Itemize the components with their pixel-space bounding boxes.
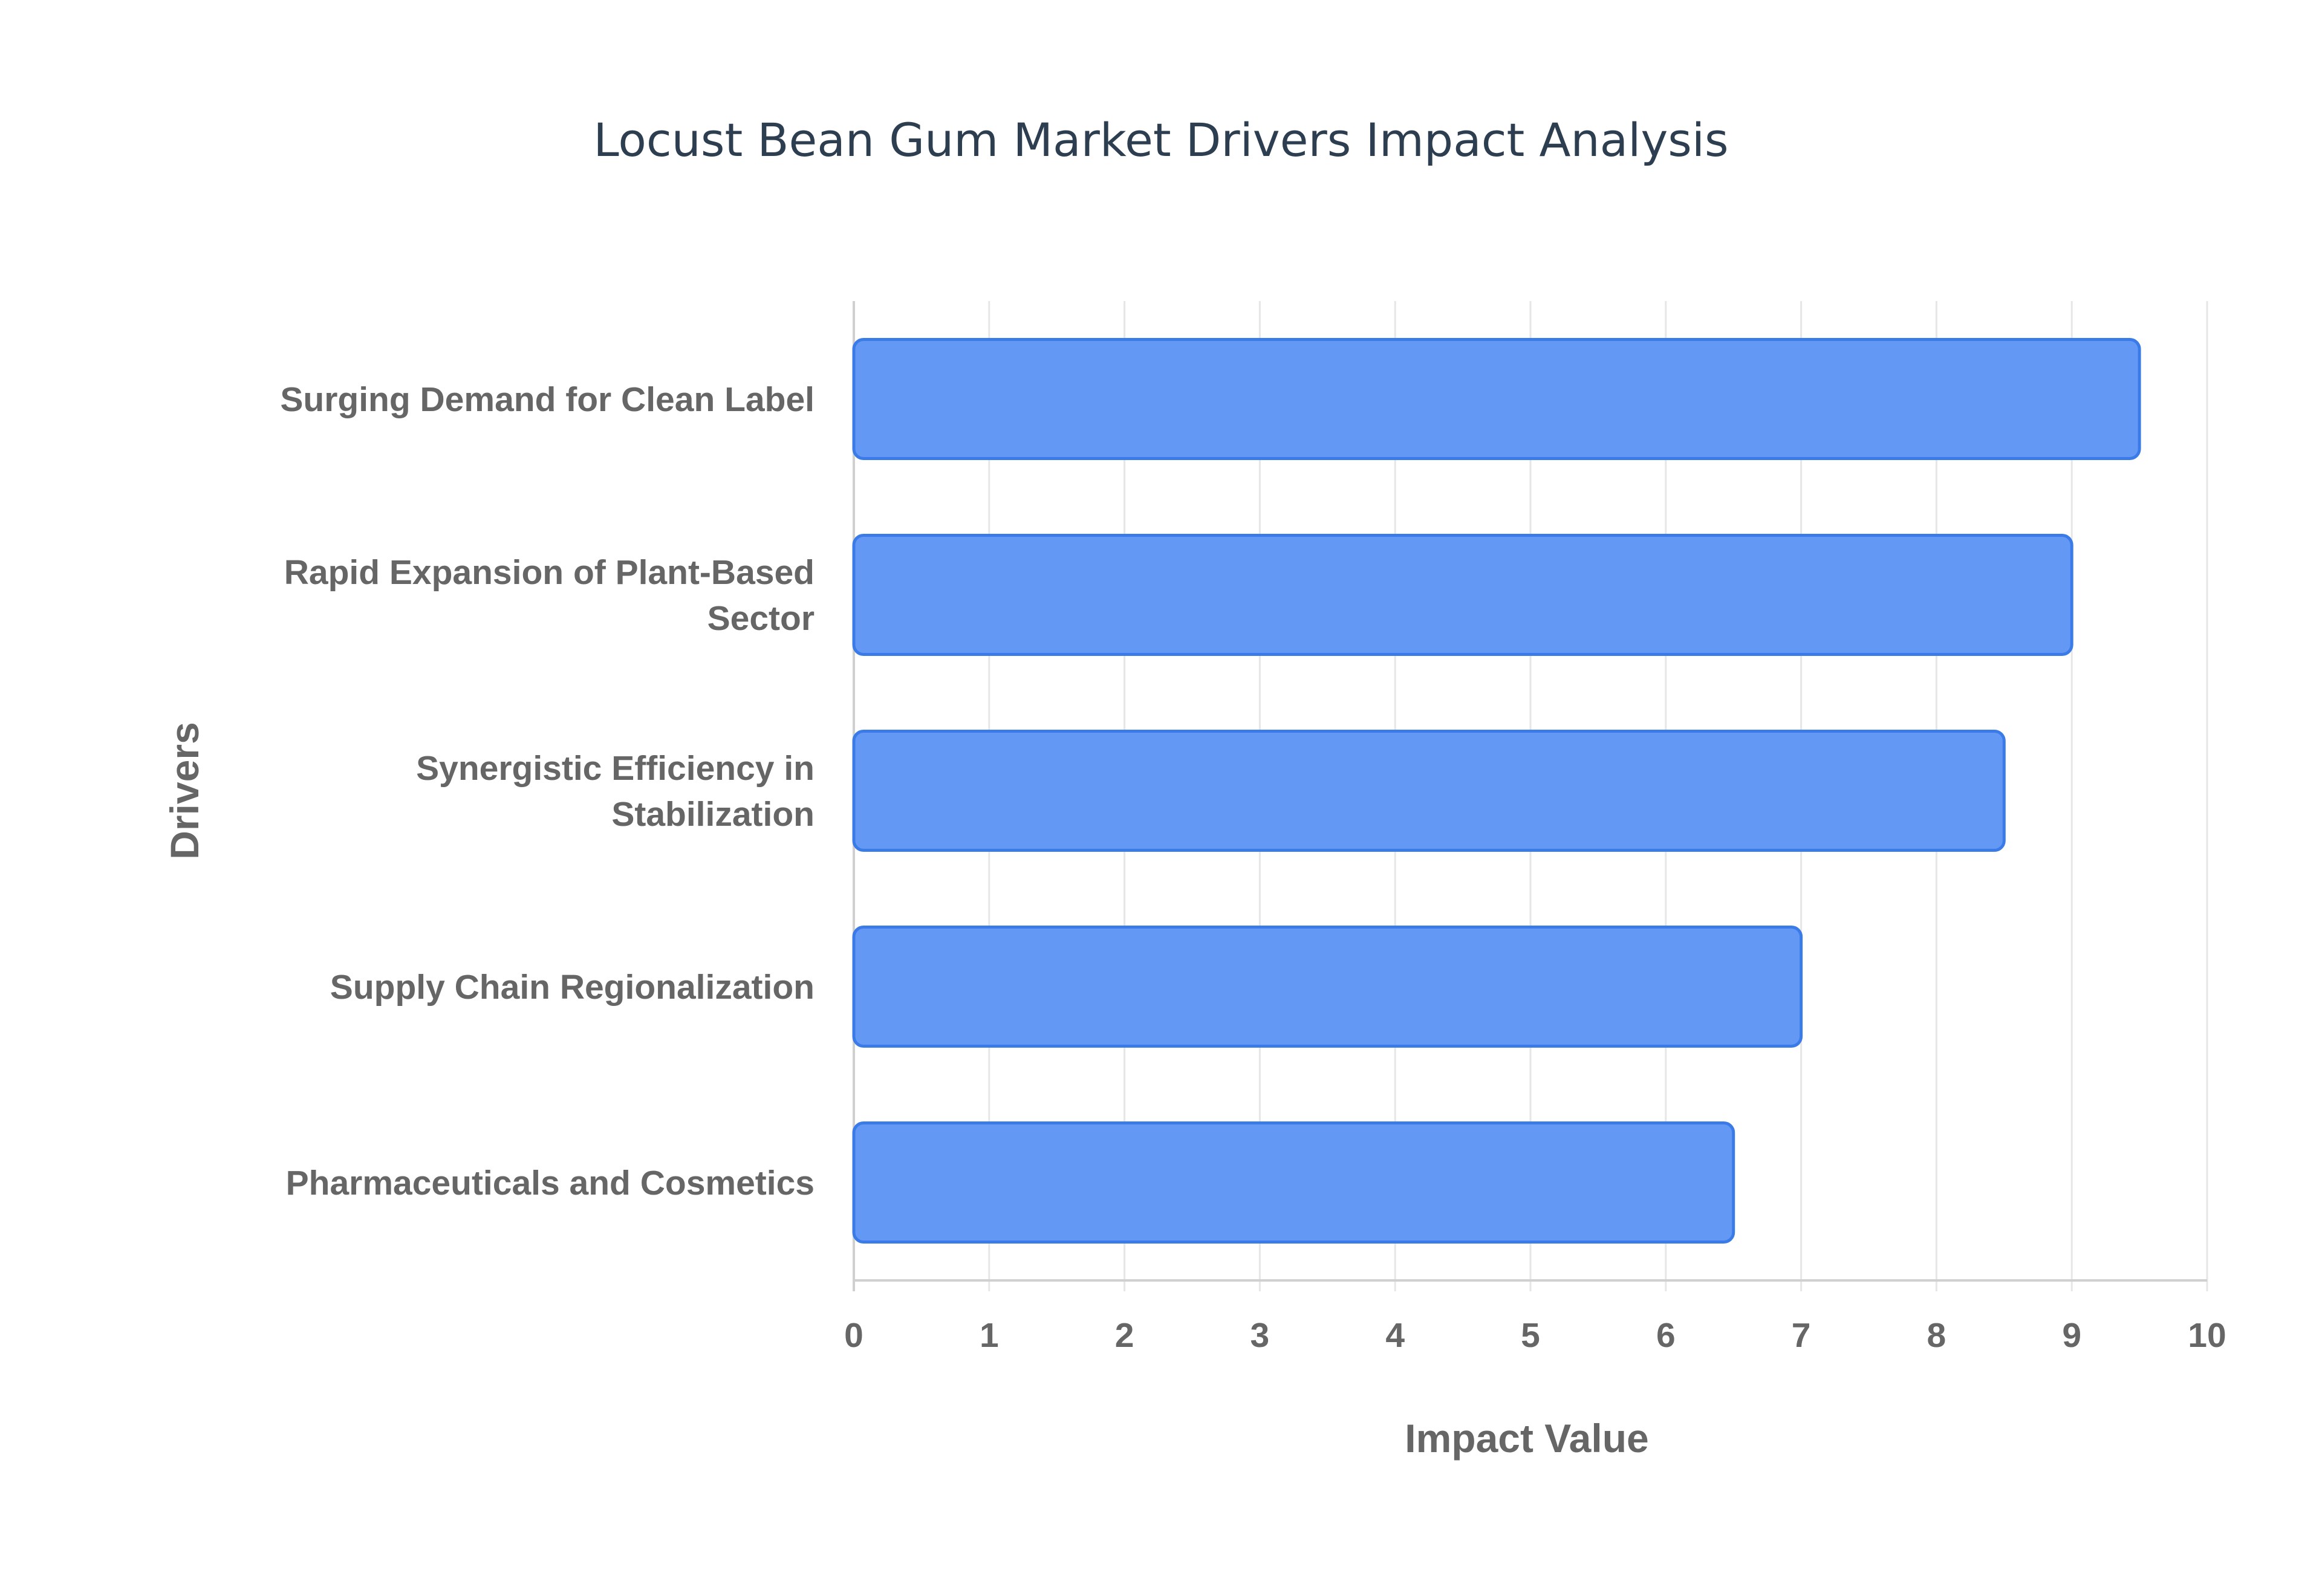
x-tick-label: 9 [2062, 1316, 2081, 1355]
x-tick-label: 1 [980, 1316, 999, 1355]
bar [852, 730, 2006, 852]
category-label: Surging Demand for Clean Label [280, 380, 815, 419]
category-label: Supply Chain Regionalization [330, 968, 815, 1007]
category-label: Pharmaceuticals and Cosmetics [286, 1164, 815, 1202]
category-label: Rapid Expansion of Plant-Based Sector [284, 553, 815, 638]
chart-title: Locust Bean Gum Market Drivers Impact An… [593, 113, 1728, 167]
category-label: Synergistic Efficiency in Stabilization [416, 749, 815, 834]
x-tick-label: 3 [1250, 1316, 1270, 1355]
bar [852, 926, 1803, 1048]
x-axis-title: Impact Value [1405, 1416, 1649, 1461]
x-tick-label: 6 [1656, 1316, 1676, 1355]
bar [852, 338, 2141, 460]
bar [852, 1121, 1735, 1244]
y-axis-title: Drivers [162, 722, 207, 860]
category-labels: Surging Demand for Clean Label Rapid Expa… [280, 380, 815, 1202]
bars-layer [852, 338, 2141, 1244]
x-tick-label: 5 [1521, 1316, 1540, 1355]
x-tick-label: 2 [1115, 1316, 1134, 1355]
x-tick-labels: 0 1 2 3 4 5 6 7 8 9 10 [844, 1316, 2226, 1355]
x-tick-label: 0 [844, 1316, 863, 1355]
x-tick-label: 10 [2188, 1316, 2226, 1355]
bar [852, 534, 2073, 656]
x-tick-label: 8 [1927, 1316, 1946, 1355]
x-tick-label: 4 [1385, 1316, 1405, 1355]
x-tick-label: 7 [1792, 1316, 1811, 1355]
